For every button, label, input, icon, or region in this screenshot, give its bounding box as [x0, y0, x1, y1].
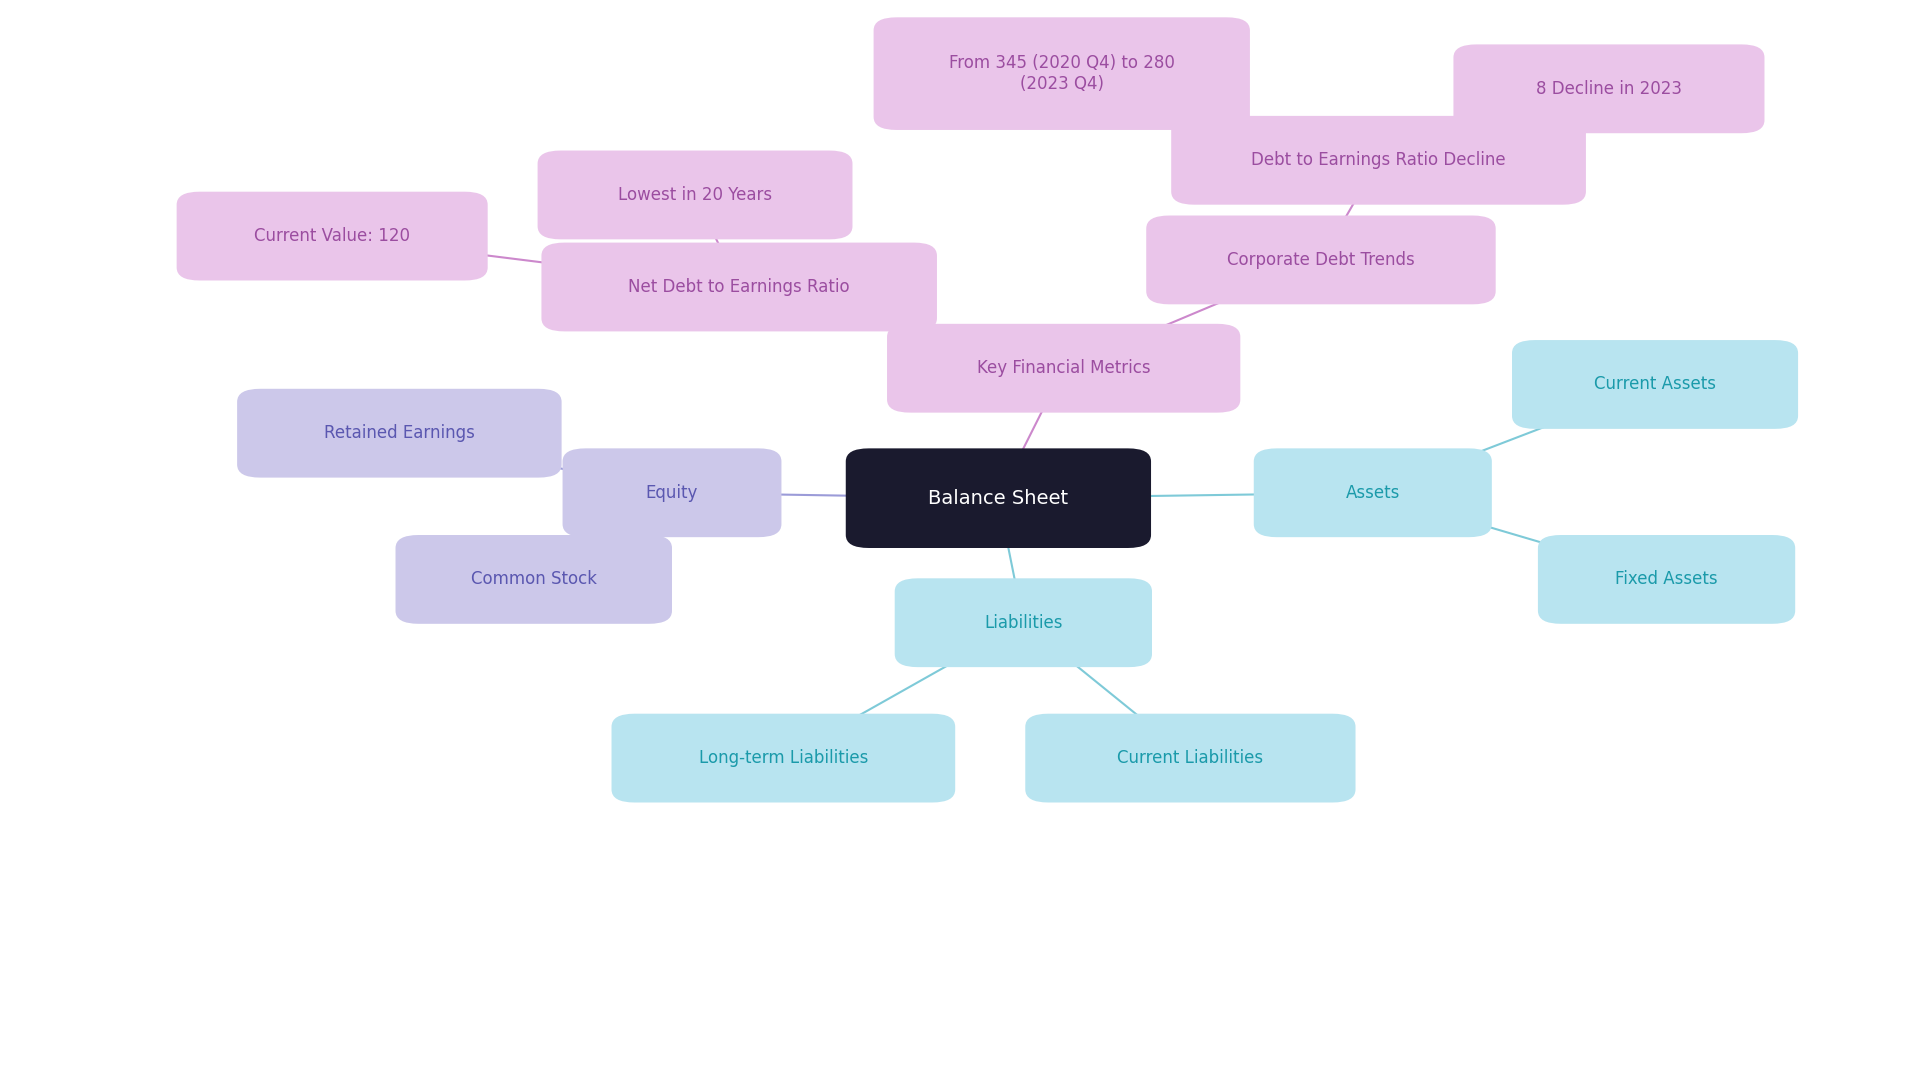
Text: Debt to Earnings Ratio Decline: Debt to Earnings Ratio Decline	[1252, 152, 1505, 169]
Text: Lowest in 20 Years: Lowest in 20 Years	[618, 186, 772, 204]
FancyBboxPatch shape	[611, 714, 954, 803]
FancyBboxPatch shape	[1171, 116, 1586, 205]
Text: Long-term Liabilities: Long-term Liabilities	[699, 749, 868, 767]
Text: 8 Decline in 2023: 8 Decline in 2023	[1536, 80, 1682, 97]
Text: Liabilities: Liabilities	[985, 614, 1062, 631]
FancyBboxPatch shape	[1538, 535, 1795, 624]
Text: Common Stock: Common Stock	[470, 571, 597, 588]
FancyBboxPatch shape	[887, 324, 1240, 413]
Text: Balance Sheet: Balance Sheet	[929, 488, 1068, 508]
Text: Current Assets: Current Assets	[1594, 376, 1716, 393]
FancyBboxPatch shape	[895, 578, 1152, 667]
FancyBboxPatch shape	[1513, 340, 1797, 429]
Text: From 345 (2020 Q4) to 280
(2023 Q4): From 345 (2020 Q4) to 280 (2023 Q4)	[948, 54, 1175, 93]
FancyBboxPatch shape	[1146, 216, 1496, 304]
Text: Key Financial Metrics: Key Financial Metrics	[977, 360, 1150, 377]
Text: Equity: Equity	[645, 484, 699, 501]
Text: Fixed Assets: Fixed Assets	[1615, 571, 1718, 588]
Text: Corporate Debt Trends: Corporate Debt Trends	[1227, 251, 1415, 269]
FancyBboxPatch shape	[845, 448, 1150, 548]
FancyBboxPatch shape	[874, 17, 1250, 130]
Text: Current Liabilities: Current Liabilities	[1117, 749, 1263, 767]
FancyBboxPatch shape	[177, 192, 488, 280]
FancyBboxPatch shape	[538, 151, 852, 239]
FancyBboxPatch shape	[1025, 714, 1356, 803]
FancyBboxPatch shape	[541, 243, 937, 331]
FancyBboxPatch shape	[1254, 448, 1492, 537]
FancyBboxPatch shape	[396, 535, 672, 624]
Text: Assets: Assets	[1346, 484, 1400, 501]
FancyBboxPatch shape	[563, 448, 781, 537]
Text: Net Debt to Earnings Ratio: Net Debt to Earnings Ratio	[628, 278, 851, 296]
Text: Current Value: 120: Current Value: 120	[253, 227, 411, 245]
FancyBboxPatch shape	[1453, 44, 1764, 133]
FancyBboxPatch shape	[238, 389, 561, 478]
Text: Retained Earnings: Retained Earnings	[324, 425, 474, 442]
